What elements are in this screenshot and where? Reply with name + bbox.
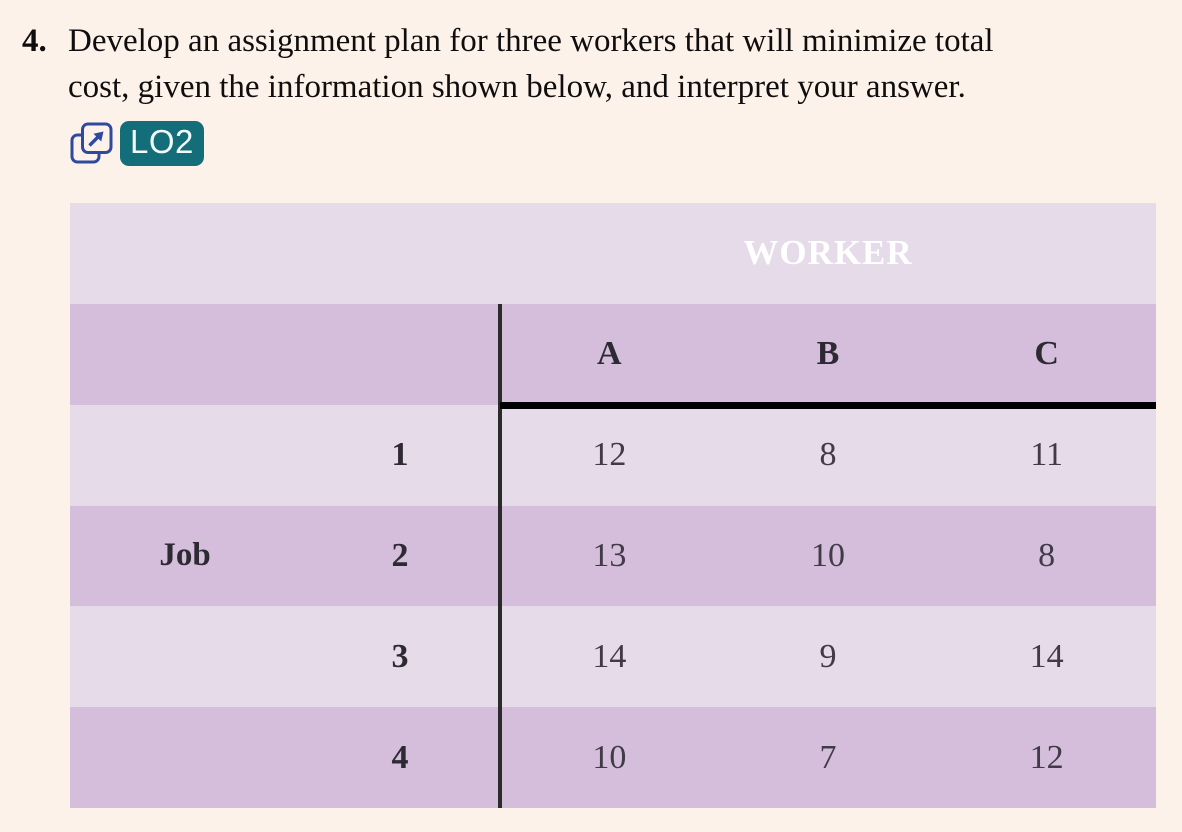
table-row-job-3: 3 14 9 14	[70, 606, 1156, 708]
cost-cell-1b: 8	[819, 436, 837, 474]
external-link-icon-svg	[70, 122, 113, 164]
header-spacer-1	[70, 304, 300, 405]
job-label-3: 3	[391, 637, 409, 675]
table-vertical-divider	[498, 303, 502, 808]
worker-title: WORKER	[743, 233, 913, 273]
job-label-1: 1	[391, 436, 409, 474]
group-label-spacer	[70, 707, 300, 808]
group-label-spacer	[70, 606, 300, 707]
question-number: 4.	[22, 23, 47, 59]
cost-cell-3b: 9	[819, 637, 837, 675]
table-row-job-4: 4 10 7 12	[70, 707, 1156, 808]
cost-cell-2a: 13	[592, 536, 627, 574]
question-body: Develop an assignment plan for three wor…	[68, 18, 994, 166]
cost-cell-4c: 12	[1029, 738, 1064, 776]
cost-cell-1c: 11	[1030, 436, 1064, 474]
table-row-job-1: 1 12 8 11	[70, 404, 1156, 506]
table-title-row: WORKER	[70, 203, 1156, 304]
external-link-icon[interactable]	[68, 120, 114, 166]
cost-cell-3c: 14	[1029, 637, 1064, 675]
column-header-a: A	[597, 335, 622, 373]
lo2-badge[interactable]: LO2	[120, 120, 204, 166]
learning-objective-row: LO2	[68, 120, 994, 166]
job-label-4: 4	[391, 738, 409, 776]
cost-cell-2c: 8	[1038, 536, 1056, 574]
row-group-label: Job	[159, 537, 211, 574]
title-row-spacer	[70, 203, 500, 304]
job-label-2: 2	[391, 536, 409, 574]
cost-cell-4a: 10	[592, 738, 627, 776]
cost-cell-3a: 14	[592, 637, 627, 675]
group-label-spacer	[70, 405, 300, 506]
cost-cell-4b: 7	[819, 738, 837, 776]
question-text-line-2: cost, given the information shown below,…	[68, 69, 966, 105]
header-spacer-2	[300, 304, 500, 405]
table-row-job-2: Job 2 13 10 8	[70, 505, 1156, 607]
column-header-b: B	[816, 335, 840, 373]
question-block: 4. Develop an assignment plan for three …	[22, 18, 994, 166]
question-text-line-1: Develop an assignment plan for three wor…	[68, 23, 994, 59]
table-header-row: A B C	[70, 303, 1156, 405]
table-horizontal-divider	[500, 401, 1156, 409]
cost-cell-1a: 12	[592, 436, 627, 474]
column-header-c: C	[1034, 335, 1059, 373]
cost-cell-2b: 10	[810, 536, 845, 574]
assignment-cost-table: WORKER A B C 1 12 8 11 Job 2 13 10 8 3 1…	[70, 203, 1156, 808]
